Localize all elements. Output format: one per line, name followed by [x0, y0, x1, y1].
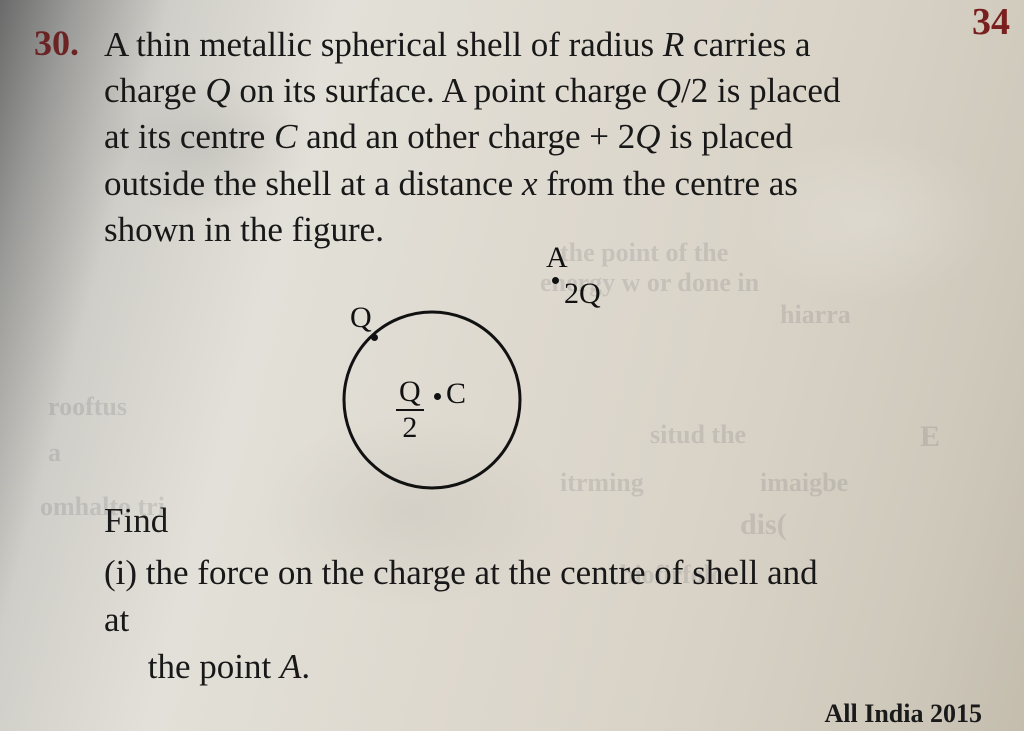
question-line: shown in the figure. — [104, 210, 384, 249]
question-line: outside the shell at a distance x from t… — [104, 164, 798, 203]
point-a-dot — [552, 277, 559, 284]
question-number: 30. — [34, 22, 79, 64]
figure-svg — [302, 255, 722, 505]
label-c: C — [446, 377, 466, 411]
centre-dot — [434, 393, 441, 400]
subpart-i: (i) the force on the charge at the centr… — [104, 549, 848, 691]
label-q-shell: Q — [350, 301, 372, 335]
question-text: A thin metallic spherical shell of radiu… — [104, 22, 858, 253]
frac-den: 2 — [396, 411, 424, 443]
question-line: at its centre C and an other charge + 2Q… — [104, 117, 793, 156]
page: 34 30. A thin metallic spherical shell o… — [0, 0, 1024, 731]
source-tag: All India 2015 — [825, 699, 983, 729]
shell-q-dot — [371, 334, 378, 341]
page-corner-number: 34 — [972, 0, 1010, 44]
question-line: A thin metallic spherical shell of radiu… — [104, 25, 811, 64]
question-line: charge Q on its surface. A point charge … — [104, 71, 840, 110]
label-2q: 2Q — [564, 277, 601, 311]
figure: A 2Q Q C Q 2 — [302, 255, 722, 505]
frac-num: Q — [396, 377, 424, 411]
label-q-over-2: Q 2 — [396, 377, 424, 443]
find-label: Find — [104, 501, 968, 541]
label-a: A — [546, 241, 568, 275]
